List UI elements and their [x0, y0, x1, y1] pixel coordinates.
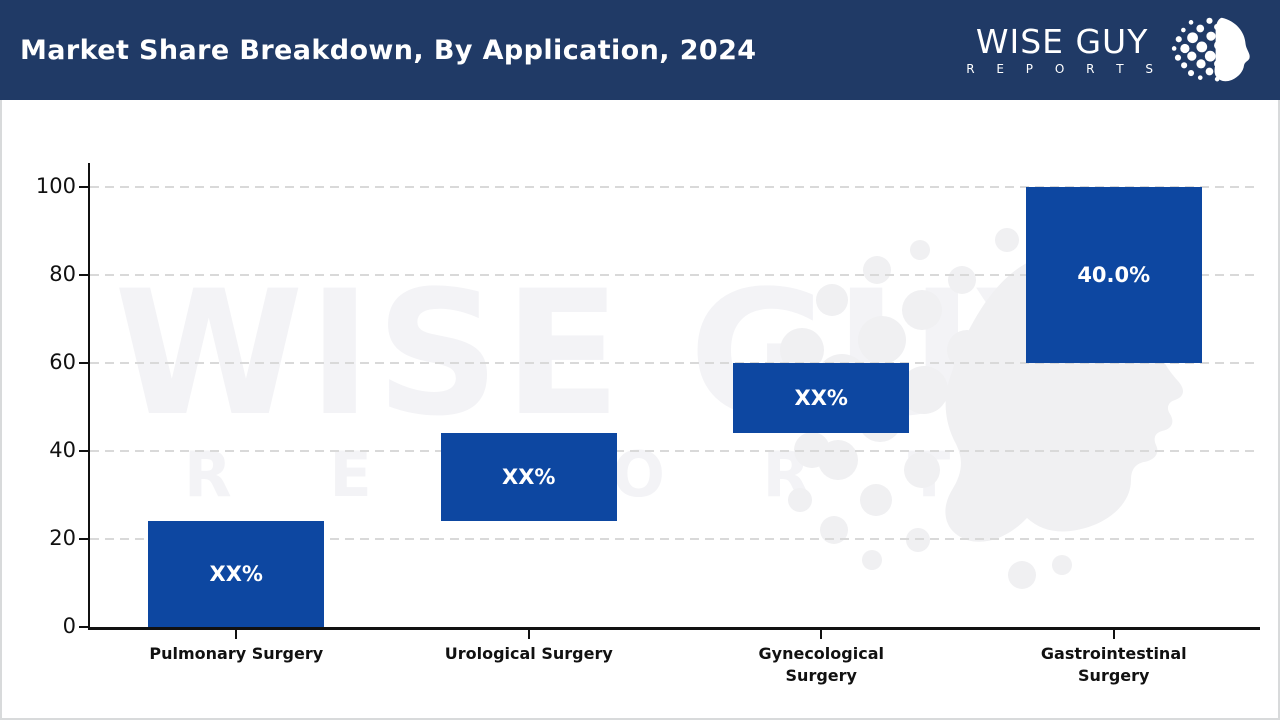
watermark-text: WISE GUY — [114, 253, 1107, 454]
brand-name: WISE GUY — [975, 21, 1149, 61]
brand-wordmark: WISE GUY R E P O R T S — [962, 25, 1162, 76]
brand-subtitle: R E P O R T S — [966, 61, 1162, 76]
y-tick-label: 100 — [35, 174, 76, 198]
bar: XX% — [148, 521, 325, 627]
y-tick-mark — [79, 450, 88, 452]
x-tick-mark — [820, 630, 823, 639]
bar: 40.0% — [1025, 187, 1202, 363]
bar-value-label: XX% — [209, 562, 263, 587]
x-tick-label: Pulmonary Surgery — [149, 644, 324, 663]
plot-area: 0 20 40 60 80 100 XX% Pulmonary Surgery XX% Urolo… — [2, 100, 1278, 718]
grid-line — [90, 450, 1260, 452]
bar: XX% — [440, 433, 617, 522]
y-tick-mark — [79, 538, 88, 540]
bar: XX% — [733, 363, 910, 434]
grid-line — [90, 362, 1260, 364]
y-tick-label: 40 — [49, 438, 76, 462]
bar-value-label: XX% — [502, 465, 556, 490]
y-tick-label: 60 — [49, 350, 76, 374]
x-tick-label: Urological Surgery — [444, 644, 613, 663]
wise-guy-face-icon — [1171, 17, 1250, 82]
watermark-subtext: R E P O R T S — [184, 438, 1131, 511]
y-tick-label: 0 — [62, 614, 76, 638]
x-tick-mark — [235, 630, 238, 639]
x-tick-mark — [1112, 630, 1115, 639]
grid-line — [90, 538, 1260, 540]
y-tick-label: 20 — [49, 526, 76, 550]
y-axis — [88, 163, 90, 630]
header-bar: Market Share Breakdown, By Application, … — [0, 0, 1280, 100]
chart-canvas: WISE GUY R E P O R T S 0 20 40 60 80 100 XX% Pu… — [0, 100, 1280, 720]
brand-logo: WISE GUY R E P O R T S — [962, 7, 1254, 93]
y-tick-mark — [79, 362, 88, 364]
y-tick-mark — [79, 274, 88, 276]
x-tick-label: Gastrointestinal Surgery — [1040, 644, 1187, 685]
y-tick-mark — [79, 186, 88, 188]
x-axis — [88, 627, 1260, 630]
bar-value-label: 40.0% — [1077, 263, 1151, 287]
grid-line — [90, 274, 1260, 276]
bar-value-label: XX% — [794, 386, 848, 411]
y-tick-mark — [79, 626, 88, 628]
grid-line — [90, 186, 1260, 188]
x-tick-mark — [527, 630, 530, 639]
x-tick-label: Gynecological Surgery — [758, 644, 884, 685]
y-tick-label: 80 — [49, 262, 76, 286]
page-title: Market Share Breakdown, By Application, … — [20, 34, 757, 66]
